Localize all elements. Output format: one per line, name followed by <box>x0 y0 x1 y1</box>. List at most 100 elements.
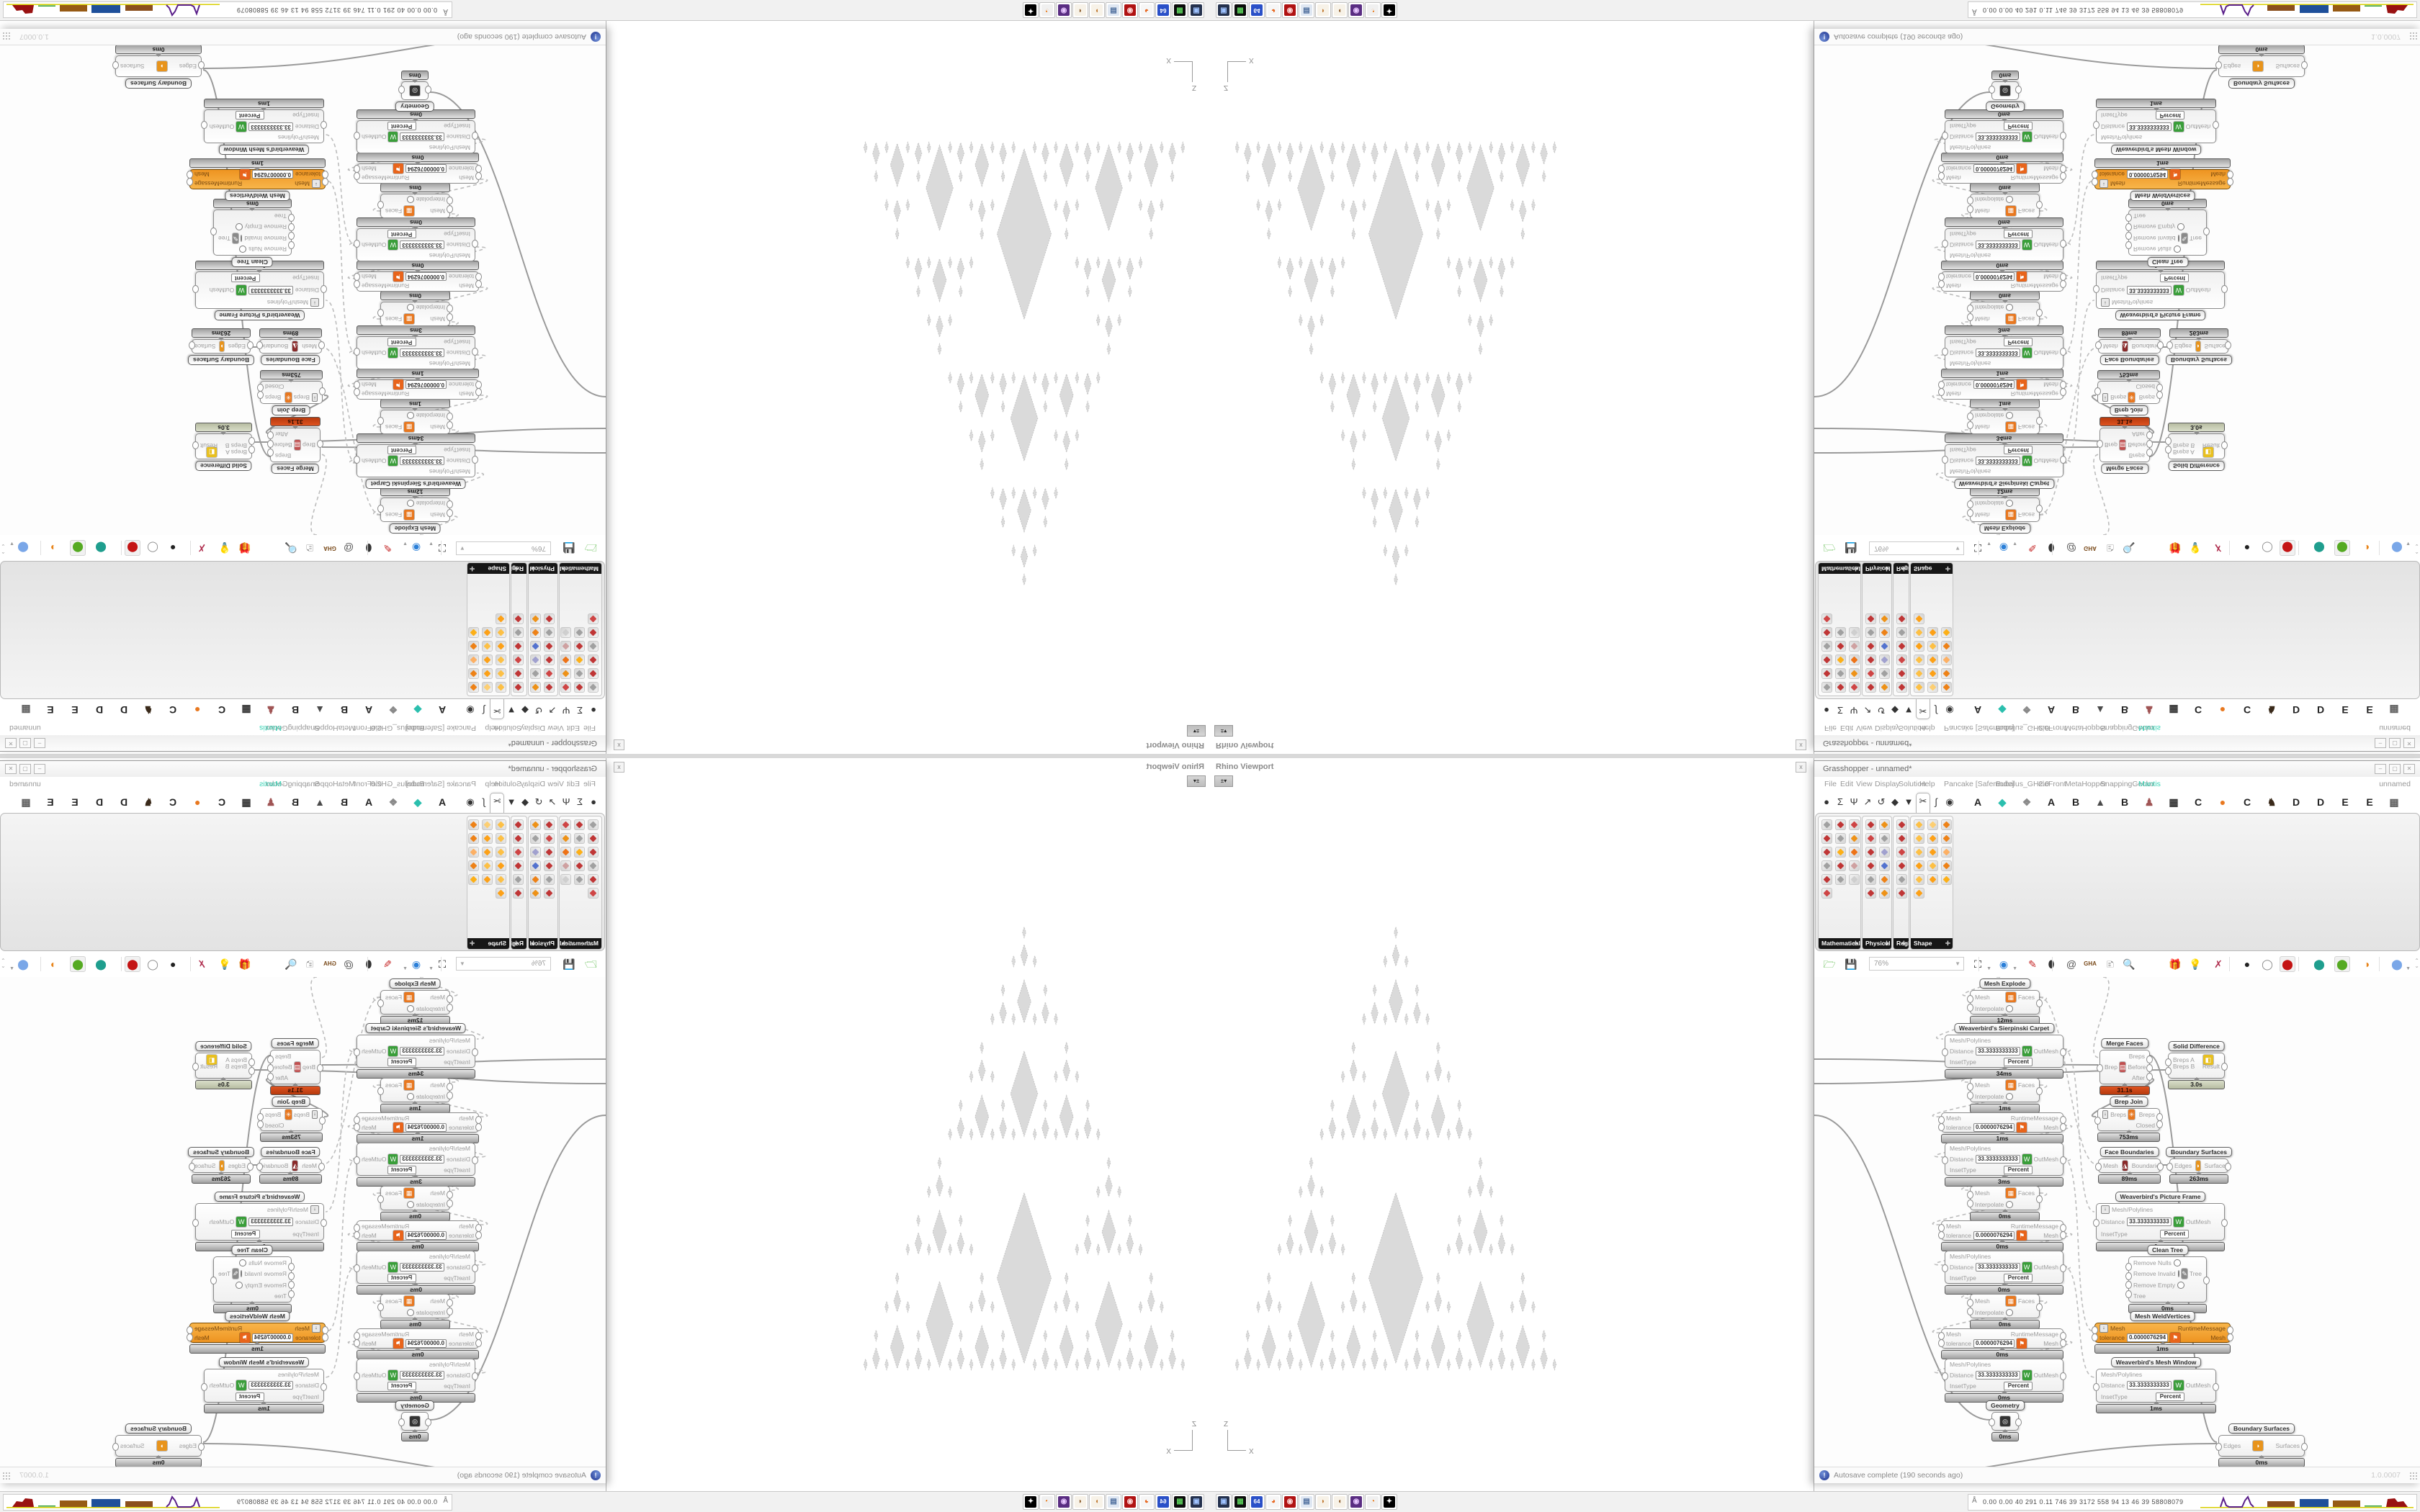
output-port[interactable] <box>2060 1156 2066 1164</box>
remote-button[interactable]: @ <box>343 958 354 970</box>
output-port[interactable] <box>2301 61 2308 69</box>
node-explode[interactable]: Mesh ▦ Faces Interpolate <box>1967 1294 2043 1318</box>
node-bsurf[interactable]: Edges ◗ Surfaces <box>189 339 254 354</box>
input-port[interactable] <box>198 61 205 69</box>
input-port[interactable] <box>322 1333 328 1341</box>
shaded-blue-button[interactable]: ⬤ ▼ <box>2389 956 2411 972</box>
shaded-teal-button[interactable]: ⬤ <box>2313 542 2325 554</box>
input-port[interactable] <box>447 1199 453 1207</box>
panel-icon[interactable] <box>588 888 599 899</box>
plugin-tab-14[interactable]: D <box>2316 796 2325 808</box>
panel-icon[interactable] <box>1914 847 1924 858</box>
preview-off-button[interactable]: ● <box>2244 958 2251 970</box>
plugin-tab-15[interactable]: E <box>71 796 79 808</box>
panel-icon[interactable] <box>574 860 585 871</box>
panel-icon[interactable] <box>1879 833 1890 844</box>
panel-icon[interactable] <box>1835 668 1846 679</box>
file-switcher[interactable]: unnamed <box>9 780 41 788</box>
input-port[interactable] <box>2092 1333 2098 1341</box>
output-port[interactable] <box>377 999 384 1007</box>
panel-icon[interactable] <box>560 819 571 830</box>
panel-icon[interactable] <box>496 682 506 693</box>
panel-icon[interactable] <box>574 819 585 830</box>
panel-icon[interactable] <box>1879 682 1890 693</box>
c64-emulator-app[interactable]: 64 <box>1249 2 1265 18</box>
category-tab-6[interactable]: ▼ <box>506 796 516 807</box>
panel-footer-regi[interactable]: Regi..✛ <box>1894 938 1909 949</box>
input-port[interactable] <box>1938 279 1945 288</box>
menu-item-help[interactable]: Help <box>1919 780 1935 788</box>
calculator-app[interactable]: ▤ <box>1299 2 1314 18</box>
panel-icon[interactable] <box>482 668 493 679</box>
menu-item-solution[interactable]: Solution <box>1899 780 1926 788</box>
panel-icon[interactable] <box>1914 874 1924 885</box>
maximize-button[interactable]: ▢ <box>19 764 31 774</box>
node-explode[interactable]: Mesh ▦ Faces Interpolate <box>377 1294 453 1318</box>
input-port[interactable] <box>1967 508 1973 517</box>
panel-icon[interactable] <box>1821 668 1832 679</box>
panel-icon[interactable] <box>513 874 524 885</box>
panel-icon[interactable] <box>1927 819 1938 830</box>
panel-icon[interactable] <box>544 833 555 844</box>
input-port[interactable] <box>2093 285 2099 293</box>
panel-icon[interactable] <box>496 668 506 679</box>
sketch-button[interactable]: ✎ <box>2028 958 2037 970</box>
node-bsurf[interactable]: Edges ◗ Surfaces <box>2215 55 2308 77</box>
grasshopper-title-bar[interactable]: Grasshopper - unnamed* – ▢ ✕ <box>0 735 606 751</box>
notes-button[interactable]: 🗈 <box>2106 958 2115 970</box>
input-port[interactable] <box>472 240 478 248</box>
panel-icon[interactable] <box>544 874 555 885</box>
panel-icon[interactable] <box>468 860 479 871</box>
output-port[interactable] <box>2060 1264 2066 1272</box>
save-button[interactable]: 💾 <box>1845 958 1857 970</box>
output-port[interactable] <box>2203 1277 2210 1284</box>
finder-button[interactable]: 🔍 <box>2123 542 2136 554</box>
node-soliddiff[interactable]: Breps A ◧ Breps B Result <box>192 1053 255 1079</box>
node-weld[interactable]: ↓ Mesh RuntimeMessage tolerance 0.0000076294… <box>2092 169 2233 189</box>
menu-item-view[interactable]: View <box>1856 780 1873 788</box>
rhinoceros-app[interactable]: ✦ <box>1381 1494 1397 1510</box>
input-port[interactable] <box>425 1418 431 1426</box>
grasshopper-canvas[interactable]: Mesh Explode Mesh ▦ Faces Interpolate 12ms Wea… <box>0 977 606 1467</box>
menu-item-file[interactable]: File <box>583 724 596 732</box>
output-port[interactable] <box>2060 1122 2066 1131</box>
panel-icon[interactable] <box>1821 819 1832 830</box>
panel-icon[interactable] <box>1821 874 1832 885</box>
panel-icon[interactable] <box>1865 613 1876 624</box>
category-tab-7[interactable]: ✂ <box>490 699 504 719</box>
panel-icon[interactable] <box>1914 654 1924 665</box>
media-player-app[interactable]: ▣ <box>1188 1494 1204 1510</box>
paint-app-1[interactable]: ◗ <box>1315 1494 1331 1510</box>
panel-icon[interactable] <box>468 874 479 885</box>
cluster-button[interactable]: 🎁 <box>238 542 251 554</box>
output-port[interactable] <box>257 383 264 392</box>
output-port[interactable] <box>2225 1163 2231 1171</box>
node-geometry[interactable]: ◎ <box>398 1412 431 1431</box>
input-port[interactable] <box>447 1091 453 1099</box>
node-mergefaces[interactable]: Breps Brep ▤ Before After <box>2097 428 2153 462</box>
node-inset[interactable]: Mesh/Polylines Distance 33.3333333333 W OutM… <box>354 336 478 369</box>
output-port[interactable] <box>267 1073 274 1081</box>
save-button[interactable]: 💾 <box>1845 542 1857 554</box>
plugin-tab-12[interactable]: ♞ <box>2267 796 2277 808</box>
category-tab-6[interactable]: ▼ <box>1904 796 1914 807</box>
menu-item-view[interactable]: View <box>1856 724 1873 732</box>
resize-grip[interactable] <box>2 1472 11 1480</box>
input-port[interactable] <box>248 437 255 445</box>
input-port[interactable] <box>198 1443 205 1451</box>
node-weld[interactable]: Mesh RuntimeMessage tolerance 0.0000076294 ⚑… <box>1938 379 2066 400</box>
menu-item-help[interactable]: Help <box>1919 724 1935 732</box>
open-button[interactable]: 🗁 <box>1823 542 1836 554</box>
panel-footer-shape[interactable]: Shape ✛ <box>1911 563 1953 574</box>
red-suite-app[interactable]: ◉ <box>1282 2 1298 18</box>
plugin-tab-0[interactable]: A <box>1973 796 1982 808</box>
panel-icon[interactable] <box>574 668 585 679</box>
panel-icon[interactable] <box>1896 654 1907 665</box>
owl-app[interactable]: ◉ <box>1056 1494 1072 1510</box>
panel-icon[interactable] <box>513 847 524 858</box>
output-port[interactable] <box>2036 1303 2043 1311</box>
input-port[interactable] <box>2215 61 2222 69</box>
blender-app[interactable]: ◔ <box>1039 2 1055 18</box>
menu-item-display[interactable]: Display <box>520 780 545 788</box>
output-port[interactable] <box>2146 1073 2153 1081</box>
